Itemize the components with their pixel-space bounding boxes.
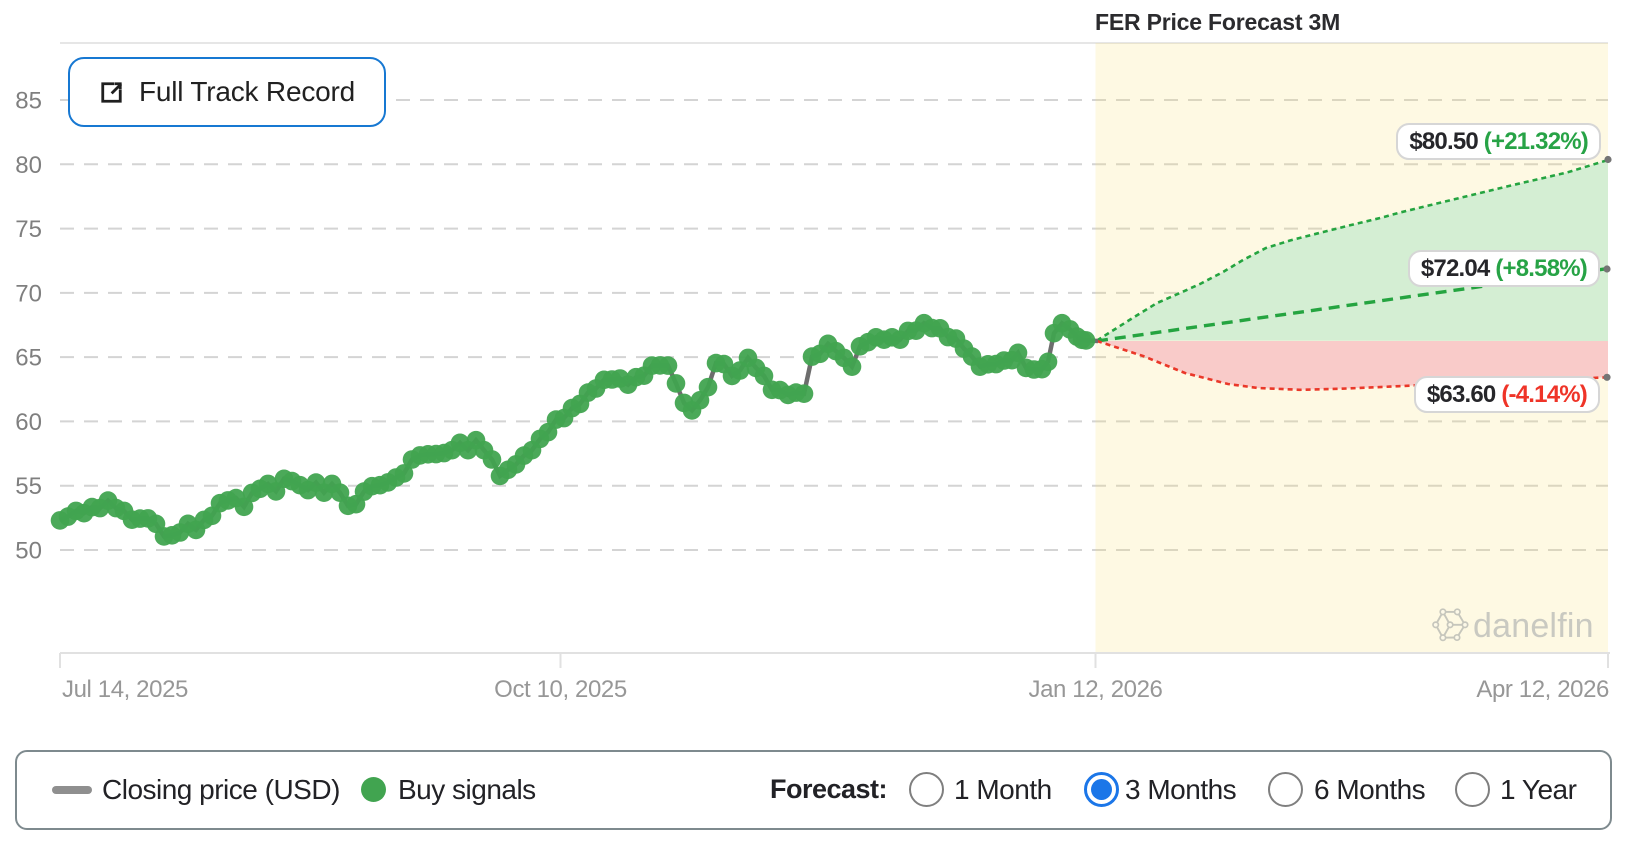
svg-text:80: 80 bbox=[15, 152, 42, 179]
svg-text:Jul 14, 2025: Jul 14, 2025 bbox=[62, 676, 188, 703]
svg-text:danelfin: danelfin bbox=[1473, 607, 1594, 645]
svg-text:50: 50 bbox=[15, 538, 42, 565]
svg-text:Oct 10, 2025: Oct 10, 2025 bbox=[494, 676, 627, 703]
svg-text:55: 55 bbox=[15, 473, 42, 500]
svg-text:Apr 12, 2026: Apr 12, 2026 bbox=[1476, 676, 1609, 703]
svg-text:75: 75 bbox=[15, 216, 42, 243]
svg-text:Jan 12, 2026: Jan 12, 2026 bbox=[1029, 676, 1163, 703]
svg-text:60: 60 bbox=[15, 409, 42, 436]
svg-text:85: 85 bbox=[15, 88, 42, 115]
svg-text:65: 65 bbox=[15, 345, 42, 372]
svg-text:70: 70 bbox=[15, 280, 42, 307]
